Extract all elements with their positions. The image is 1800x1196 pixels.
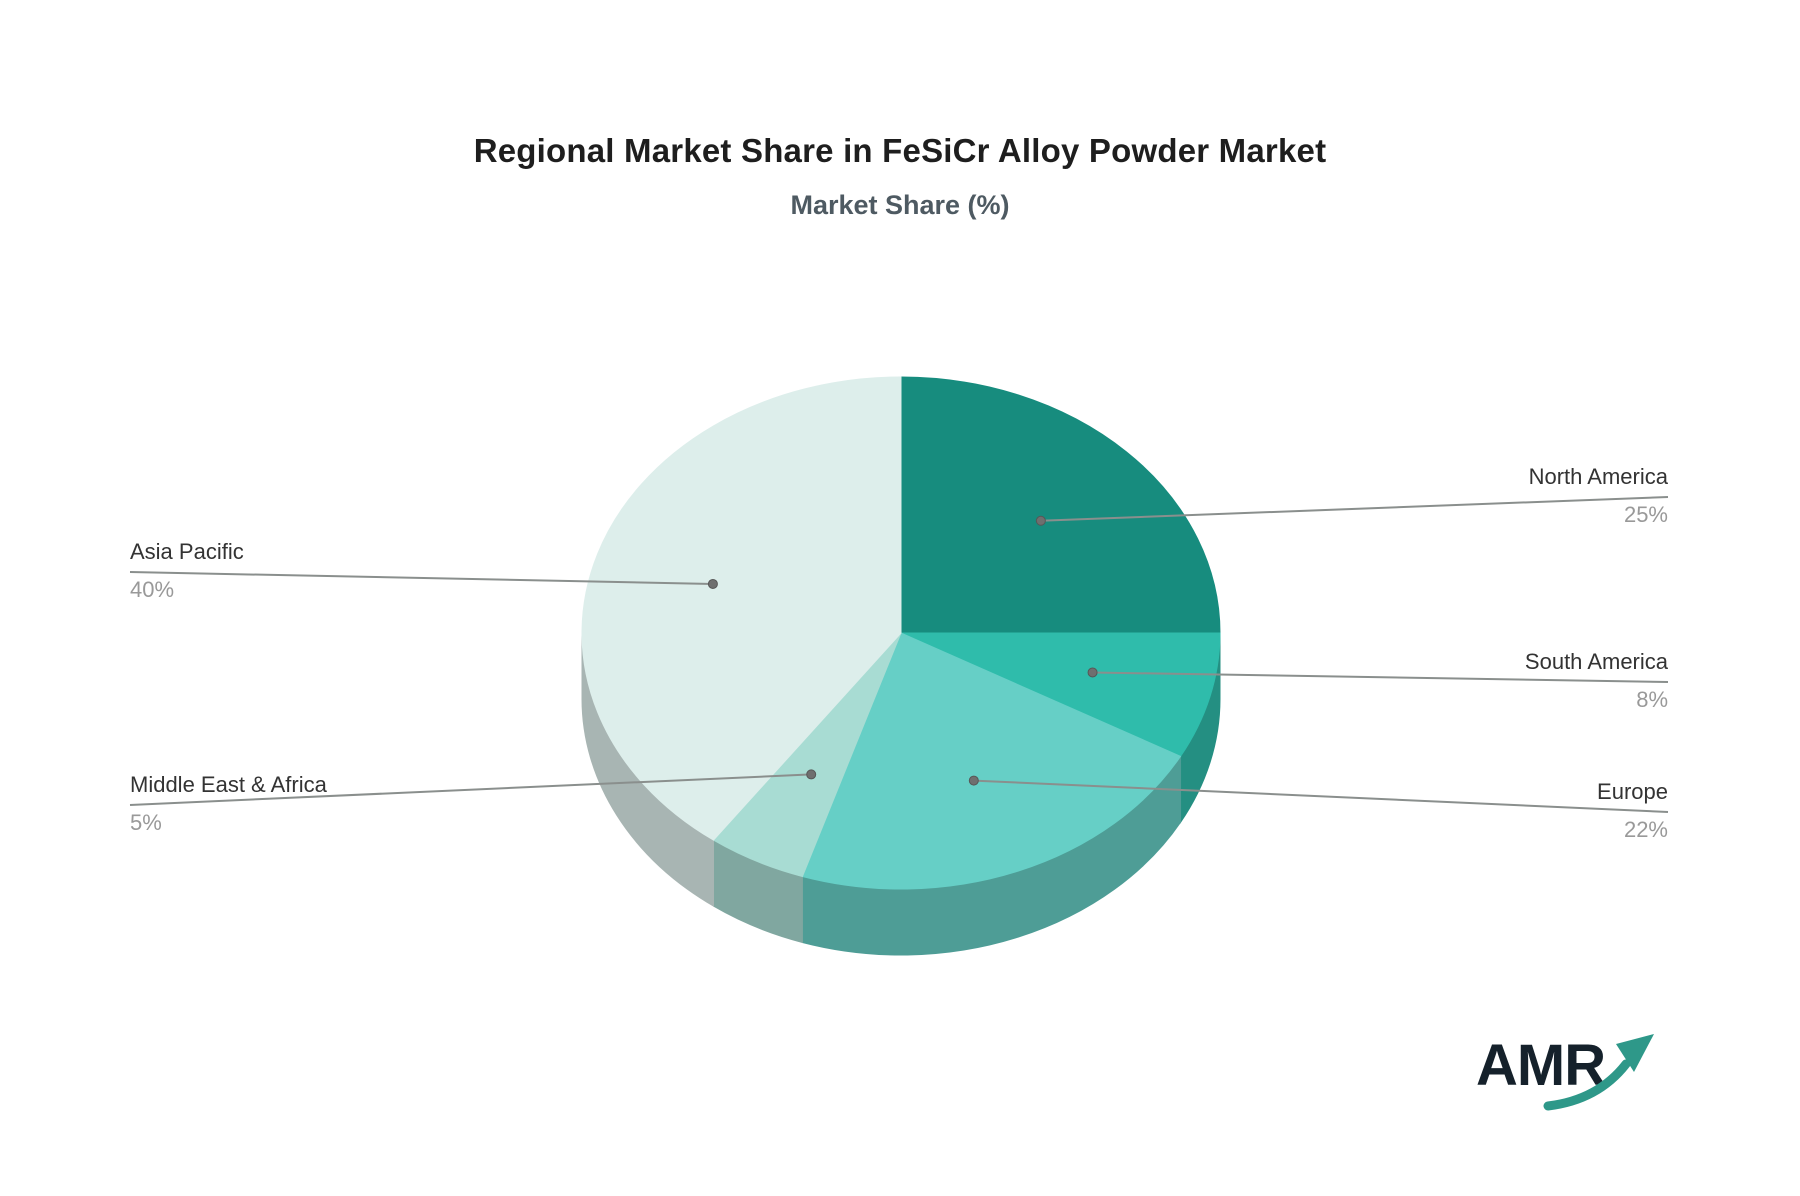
connector-south-america — [1092, 671, 1669, 683]
connector-north-america — [1040, 496, 1669, 522]
pie-slice-south-america[interactable] — [900, 632, 1221, 757]
slice-value: 22% — [1623, 817, 1668, 842]
pie-slice-north-america[interactable] — [900, 376, 1221, 634]
connector-dot-south-america — [1087, 667, 1098, 678]
growth-arrow-icon — [1543, 1034, 1654, 1111]
amr-logo-text: AMR — [1476, 1033, 1606, 1098]
connector-europe — [973, 779, 1669, 813]
slice-value: 5% — [130, 810, 162, 835]
slice-label: Middle East & Africa — [130, 772, 327, 797]
label-middle-east-africa: Middle East & Africa 5% — [130, 772, 327, 836]
slice-value: 40% — [130, 577, 175, 602]
pie-dots — [707, 515, 1098, 786]
pie-slice-europe[interactable] — [801, 632, 1182, 890]
connector-asia-pacific — [129, 571, 713, 585]
pie-connectors — [129, 496, 1669, 813]
label-europe: Europe 22% — [1597, 779, 1668, 843]
connector-middle-east-africa — [129, 773, 812, 806]
chart-title: Regional Market Share in FeSiCr Alloy Po… — [473, 132, 1327, 169]
slice-label: Asia Pacific — [130, 539, 244, 564]
connector-dot-europe — [968, 775, 979, 786]
label-south-america: South America 8% — [1525, 649, 1668, 713]
pie-side-walls — [581, 632, 1221, 956]
slice-label: North America — [1528, 464, 1668, 489]
pie-slice-asia-pacific[interactable] — [581, 376, 902, 841]
connector-dot-middle-east-africa — [806, 769, 817, 780]
slice-value: 8% — [1636, 687, 1668, 712]
connector-dot-north-america — [1035, 515, 1046, 526]
slice-label: Europe — [1597, 779, 1668, 804]
slice-label: South America — [1524, 649, 1668, 674]
connector-dot-asia-pacific — [707, 578, 718, 589]
slice-value: 25% — [1623, 502, 1668, 527]
pie-top-slices — [581, 376, 1221, 890]
label-north-america: North America 25% — [1529, 464, 1668, 528]
amr-logo: AMR — [1476, 1033, 1676, 1126]
chart-subtitle: Market Share (%) — [790, 190, 1010, 220]
label-asia-pacific: Asia Pacific 40% — [130, 539, 244, 603]
